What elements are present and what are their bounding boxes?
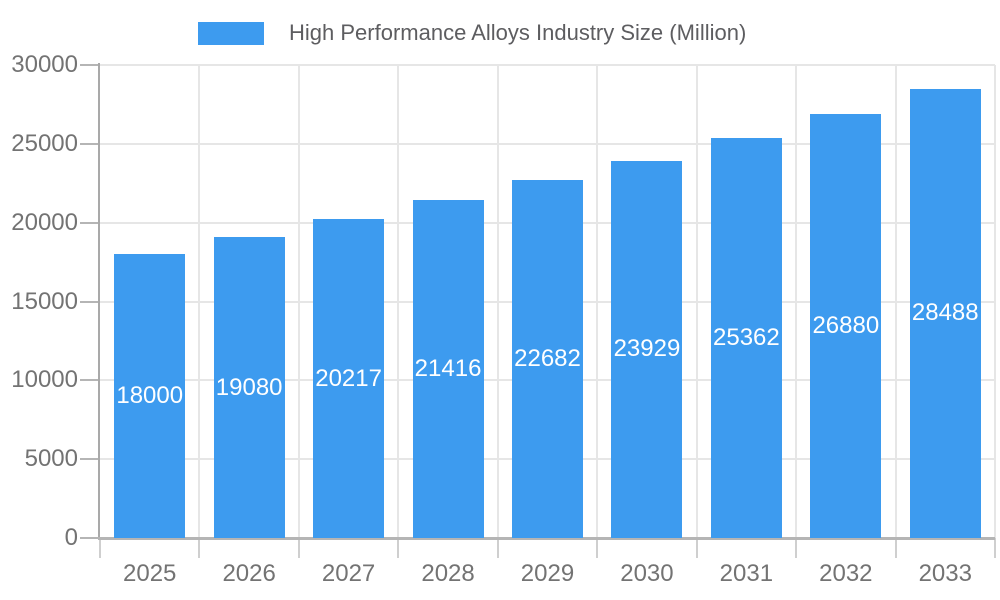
y-axis-label: 30000 [11,51,78,78]
v-gridline [198,65,201,538]
chart-legend[interactable]: High Performance Alloys Industry Size (M… [198,20,746,46]
x-axis-tick [99,538,101,558]
legend-swatch [198,21,264,45]
y-axis-tick [80,379,100,382]
legend-label: High Performance Alloys Industry Size (M… [289,20,747,45]
v-gridline [994,65,996,538]
v-gridline [795,65,798,538]
v-gridline [297,65,300,538]
y-axis-tick [80,221,100,224]
v-gridline [894,65,897,538]
x-axis-label: 2027 [321,560,376,587]
h-gridline [100,64,995,66]
x-axis-tick [397,538,400,558]
bar: 23929 [611,160,683,538]
y-axis-tick [80,458,100,461]
bar: 19080 [213,237,285,538]
x-axis-tick [994,538,996,558]
bar-value-label: 26880 [812,312,880,340]
y-axis-tick [80,142,100,145]
bar-value-label: 20217 [315,364,382,392]
y-axis-tick [80,64,100,66]
x-axis-label: 2026 [222,560,276,587]
h-gridline [100,142,995,145]
bar: 25362 [710,138,782,538]
x-axis-label: 2032 [819,560,873,587]
bar-value-label: 25362 [713,324,780,352]
x-axis-label: 2025 [123,560,177,587]
y-axis-label: 15000 [11,287,78,315]
bar-value-label: 19080 [215,373,283,401]
x-axis-tick [496,538,499,558]
x-axis-label: 2033 [918,560,972,587]
bar: 21416 [412,200,484,538]
bar-value-label: 28488 [911,299,979,327]
bar: 20217 [313,219,385,538]
x-axis-tick [297,538,300,558]
y-axis-label: 5000 [24,445,78,473]
y-axis-tick [80,300,100,303]
bar-value-label: 22682 [514,345,581,373]
bar-value-label: 21416 [414,355,482,383]
x-axis-line [98,537,995,540]
x-axis-label: 2029 [520,560,575,587]
x-axis-label: 2031 [719,560,774,587]
x-axis-tick [894,538,897,558]
x-axis-tick [198,538,201,558]
bar-value-label: 18000 [116,382,184,410]
v-gridline [397,65,400,538]
x-axis-label: 2030 [620,560,674,587]
y-axis-line [98,63,100,540]
x-axis-tick [596,538,599,558]
x-axis-tick [795,538,798,558]
y-axis-tick [80,537,100,539]
bar: 28488 [909,88,981,538]
bar: 26880 [810,114,882,538]
y-axis-label: 25000 [11,129,78,157]
y-axis-label: 0 [64,524,78,551]
v-gridline [695,65,698,538]
bar: 22682 [512,180,583,538]
bar-value-label: 23929 [613,335,681,363]
y-axis-label: 20000 [11,208,78,236]
v-gridline [596,65,599,538]
bar: 18000 [114,254,186,538]
x-axis-label: 2028 [421,560,475,587]
y-axis-label: 10000 [11,366,78,394]
v-gridline [496,65,499,538]
x-axis-tick [695,538,698,558]
